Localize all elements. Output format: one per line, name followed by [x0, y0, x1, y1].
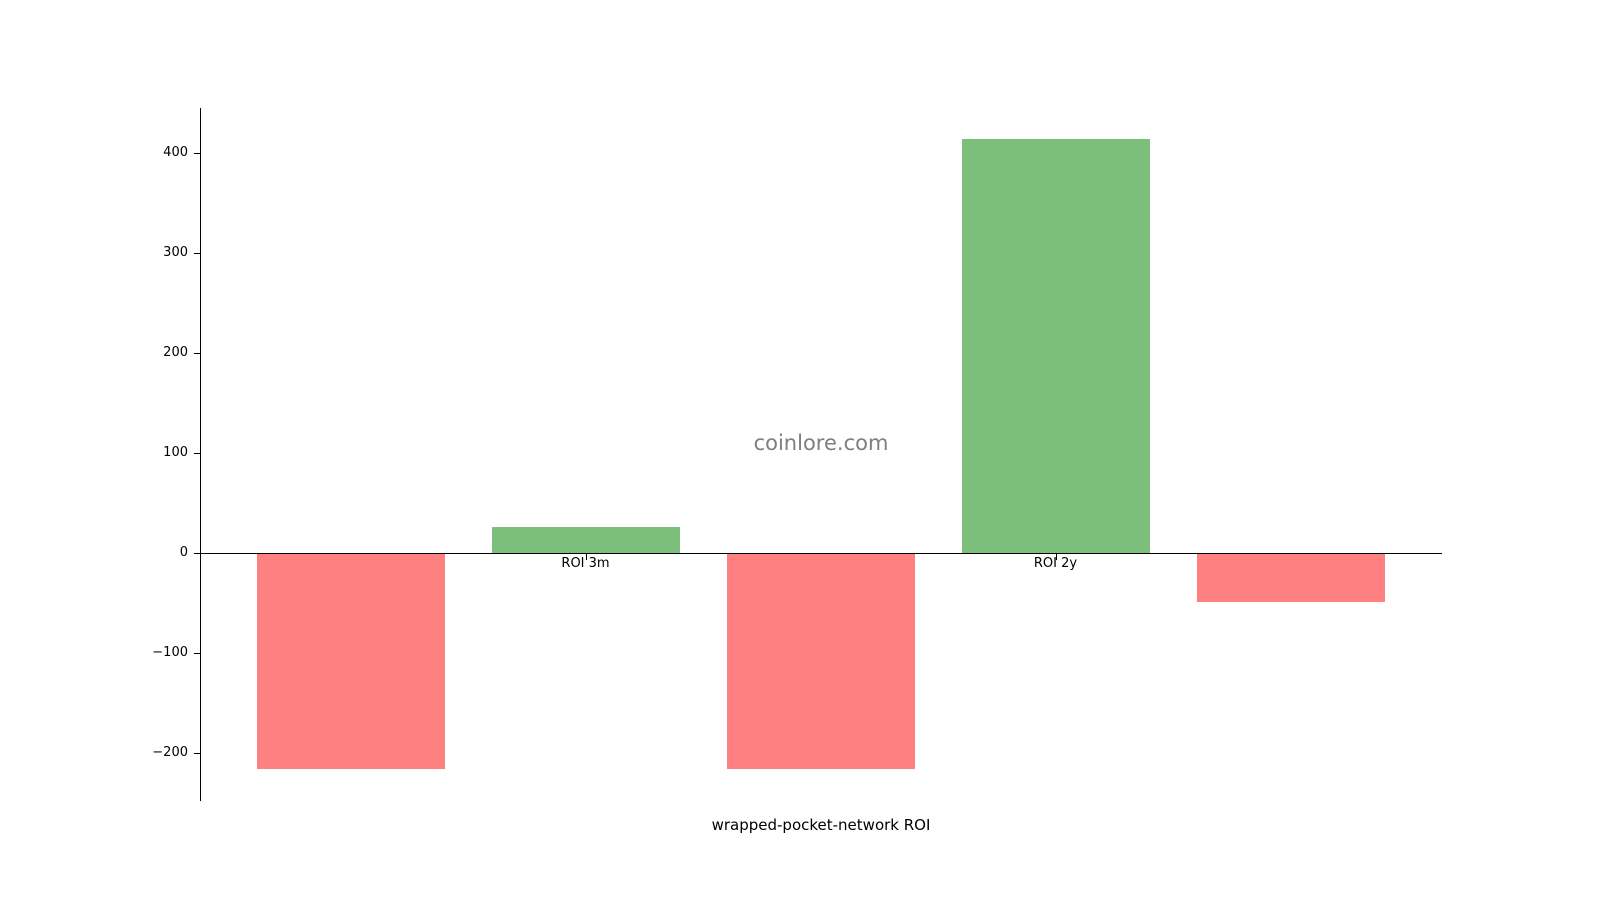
x-axis-zero-line [200, 553, 1442, 554]
y-tick-mark [194, 253, 200, 254]
watermark: coinlore.com [753, 431, 889, 455]
y-tick-label: −200 [152, 745, 188, 760]
y-tick-label: 100 [163, 445, 188, 460]
y-tick-label: 300 [163, 245, 188, 260]
x-tick-mark [585, 554, 587, 560]
y-tick-label: 0 [179, 545, 188, 560]
y-tick-mark [194, 353, 200, 354]
y-tick-mark [194, 153, 200, 154]
x-tick-mark [1055, 554, 1057, 560]
bar-0 [256, 554, 445, 769]
y-tick-label: −100 [152, 645, 188, 660]
x-tick-label: ROI 2y [1033, 556, 1078, 571]
bar-3 [961, 139, 1150, 553]
y-tick-mark [194, 753, 200, 754]
y-tick-mark [194, 453, 200, 454]
bar-4 [1196, 554, 1385, 602]
y-tick-mark [194, 653, 200, 654]
y-tick-label: 400 [163, 145, 188, 160]
chart-xlabel: wrapped-pocket-network ROI [711, 816, 931, 834]
x-tick-label: ROI 3m [561, 556, 610, 571]
y-tick-mark [194, 553, 200, 554]
y-tick-label: 200 [163, 345, 188, 360]
bar-1 [491, 527, 680, 553]
y-axis-spine [200, 108, 201, 801]
bar-2 [726, 554, 915, 769]
